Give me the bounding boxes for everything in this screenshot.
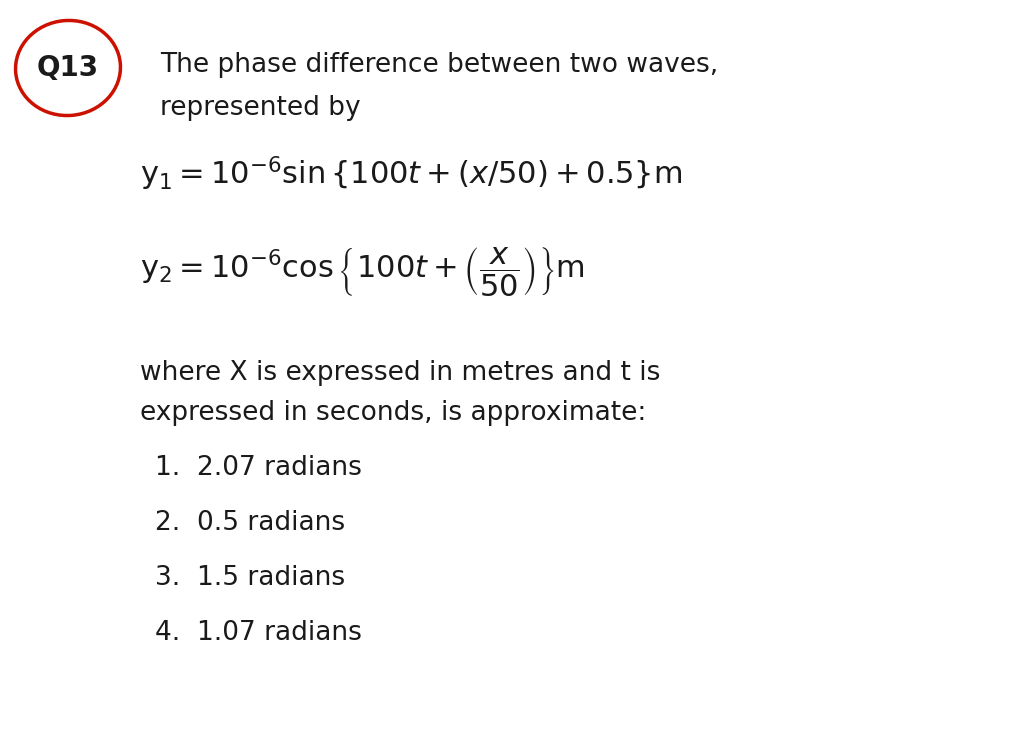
Text: 3.  1.5 radians: 3. 1.5 radians <box>155 565 345 591</box>
Text: where X is expressed in metres and t is: where X is expressed in metres and t is <box>140 360 660 386</box>
Text: expressed in seconds, is approximate:: expressed in seconds, is approximate: <box>140 400 646 426</box>
Text: Q13: Q13 <box>37 54 99 82</box>
Text: represented by: represented by <box>160 95 360 121</box>
Text: 4.  1.07 radians: 4. 1.07 radians <box>155 620 361 646</box>
Text: The phase difference between two waves,: The phase difference between two waves, <box>160 52 718 78</box>
Text: 1.  2.07 radians: 1. 2.07 radians <box>155 455 361 481</box>
Text: $\mathrm{y_2} = 10^{-6}\cos\left\{100t + \left(\dfrac{x}{50}\right)\right\}\math: $\mathrm{y_2} = 10^{-6}\cos\left\{100t +… <box>140 245 585 298</box>
Text: $\mathrm{y_1} = 10^{-6}\sin\{100t + (x/50) + 0.5\}\mathrm{m}$: $\mathrm{y_1} = 10^{-6}\sin\{100t + (x/5… <box>140 155 682 194</box>
Text: 2.  0.5 radians: 2. 0.5 radians <box>155 510 345 536</box>
